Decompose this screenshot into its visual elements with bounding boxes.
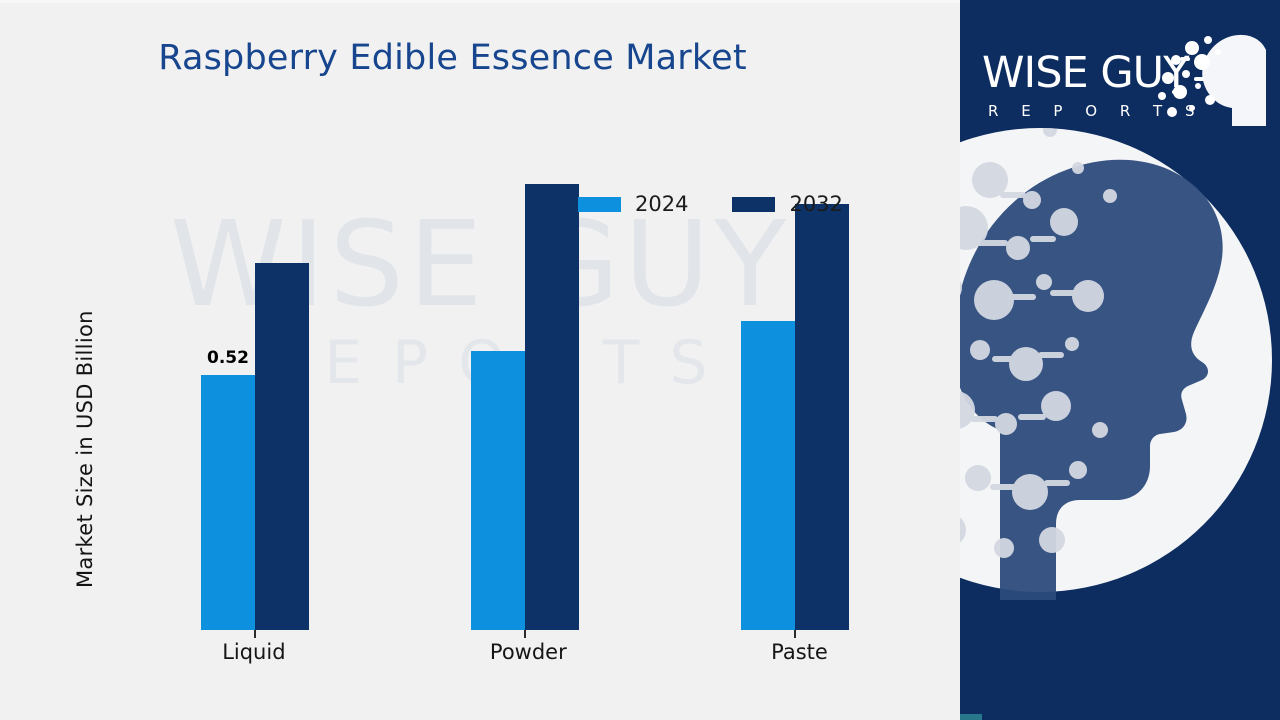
bar-groups: 0.52 — [120, 150, 930, 638]
legend-item-2032[interactable]: 2032 — [732, 192, 843, 216]
plot-area: 0.52 — [120, 150, 930, 638]
chart-legend: 2024 2032 — [578, 194, 843, 215]
page-title: Raspberry Edible Essence Market — [158, 38, 747, 78]
x-axis-label-powder: Powder — [489, 640, 567, 664]
brand-bottom-accent — [960, 714, 982, 720]
bar-group-paste — [741, 150, 849, 638]
bar-group-liquid: 0.52 — [201, 150, 309, 638]
bar-paste-2024[interactable] — [741, 321, 795, 630]
x-axis-label-paste: Paste — [771, 640, 828, 664]
legend-label-2032: 2032 — [789, 192, 843, 216]
logo-head-icon — [1158, 34, 1266, 126]
bar-powder-2032[interactable] — [525, 184, 579, 630]
y-axis-title-text: Market Size in USD Billion — [73, 310, 97, 588]
x-axis-tick — [254, 630, 256, 638]
logo-subtext: R E P O R T S — [988, 102, 1204, 120]
legend-swatch-2032 — [732, 197, 776, 212]
wiseguy-logo[interactable]: WISE GUY R E P O R T S — [982, 30, 1266, 126]
logo-wordmark: WISE GUY — [982, 48, 1189, 98]
top-hairline — [0, 0, 960, 3]
bar-paste-2032[interactable] — [795, 203, 849, 630]
brand-panel: WISE GUY R E P O R T S — [960, 0, 1280, 720]
bar-value-label: 0.52 — [207, 348, 249, 369]
bar-group-powder — [471, 150, 579, 638]
bar-liquid-2024[interactable]: 0.52 — [201, 348, 255, 630]
legend-label-2024: 2024 — [635, 192, 689, 216]
legend-swatch-2024 — [578, 197, 621, 212]
x-axis-tick — [794, 630, 796, 638]
bar-powder-2024[interactable] — [471, 350, 525, 630]
legend-item-2024[interactable]: 2024 — [578, 194, 688, 215]
head-profile-graphic — [960, 128, 1272, 600]
x-axis-labels: Liquid Powder Paste — [120, 636, 930, 668]
dot-pattern — [960, 128, 1117, 558]
bar-liquid-2032[interactable] — [255, 262, 309, 630]
x-axis-tick — [524, 630, 526, 638]
x-axis-label-liquid: Liquid — [222, 640, 286, 664]
y-axis-title: Market Size in USD Billion — [47, 228, 97, 588]
